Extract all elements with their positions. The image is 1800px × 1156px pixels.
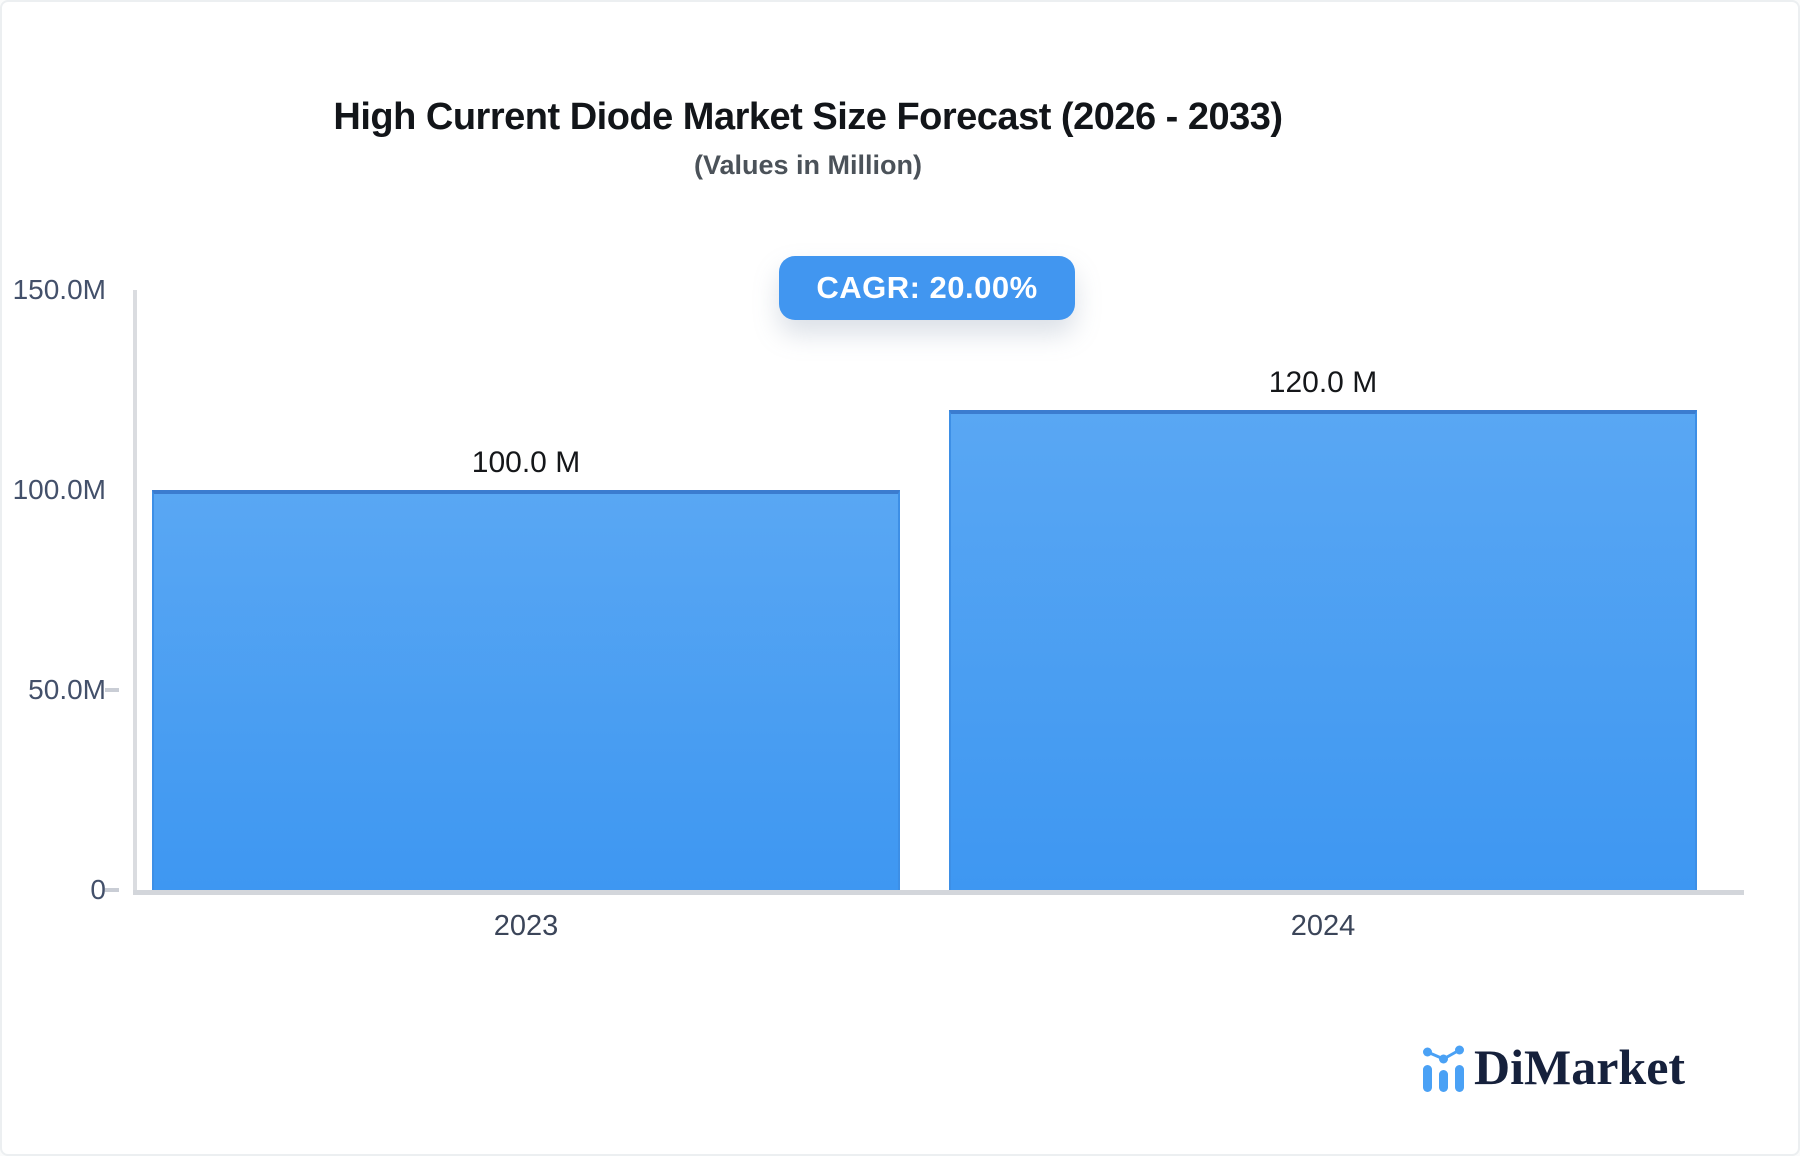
x-axis-baseline <box>133 890 1744 895</box>
x-axis-label-2024: 2024 <box>1290 910 1356 942</box>
bar-value-label-2023: 100.0 M <box>471 446 581 479</box>
cagr-badge-label: CAGR: 20.00% <box>816 270 1038 305</box>
chart-title: High Current Diode Market Size Forecast … <box>333 96 1283 138</box>
x-axis-label-2023: 2023 <box>493 910 559 942</box>
y-tick-mark-0 <box>105 888 119 892</box>
y-tick-label-100: 100.0M <box>12 474 106 505</box>
brand-logo: DiMarket <box>1420 1042 1685 1092</box>
bar-2023[interactable] <box>152 490 900 890</box>
y-tick-label-0: 0 <box>90 874 106 905</box>
bar-slot-2023: 100.0 M <box>152 290 900 890</box>
y-tick-mark-50 <box>105 688 119 692</box>
bar-2024[interactable] <box>949 410 1697 890</box>
bar-line-chart-icon <box>1423 1045 1464 1092</box>
y-axis-line <box>133 290 137 890</box>
y-tick-label-150: 150.0M <box>12 274 106 305</box>
bar-value-label-2024: 120.0 M <box>1268 366 1378 399</box>
bar-slot-2024: 120.0 M <box>949 290 1697 890</box>
chart-subtitle: (Values in Million) <box>693 150 923 180</box>
y-tick-label-50: 50.0M <box>28 674 106 705</box>
cagr-badge: CAGR: 20.00% <box>779 256 1075 320</box>
brand-name: DiMarket <box>1474 1039 1686 1095</box>
